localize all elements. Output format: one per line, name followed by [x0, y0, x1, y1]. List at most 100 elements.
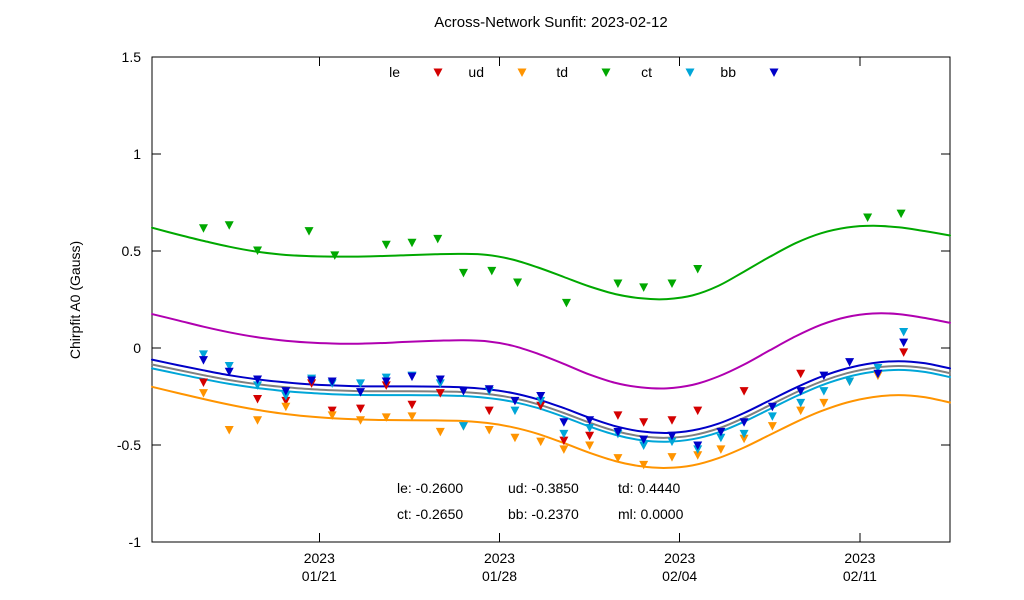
legend-marker-ud — [517, 68, 527, 77]
fit-values-annotation: le: -0.2600 ud: -0.3850 td: 0.4440 ct: -0.2… — [397, 480, 684, 522]
marker-ud — [198, 389, 208, 398]
marker-le — [559, 436, 569, 446]
marker-le — [796, 369, 806, 379]
marker-ud — [716, 445, 726, 454]
marker-ud — [224, 425, 234, 435]
marker-ct — [716, 433, 726, 443]
marker-td — [253, 246, 263, 256]
x-tick-label-year: 2023 — [484, 550, 515, 566]
marker-td — [458, 268, 468, 278]
legend-label-td: td — [556, 64, 568, 80]
marker-bb — [716, 427, 726, 437]
marker-ct — [845, 377, 855, 386]
curve-bb — [151, 358, 951, 435]
marker-ud — [667, 453, 677, 462]
y-tick-label: 1 — [133, 146, 141, 162]
marker-ct — [796, 398, 806, 408]
marker-bb — [484, 385, 494, 394]
curve-ct — [151, 367, 951, 443]
fit-value: le: -0.2600 — [397, 480, 463, 496]
y-tick-label: -0.5 — [117, 437, 141, 453]
marker-le — [484, 406, 494, 416]
marker-ud — [253, 416, 263, 425]
marker-ct — [819, 387, 829, 396]
marker-bb — [281, 387, 291, 396]
fit-value: bb: -0.2370 — [508, 506, 579, 522]
marker-ct — [873, 363, 883, 373]
marker-ct — [667, 437, 677, 447]
marker-le — [899, 348, 909, 357]
marker-bb — [407, 372, 417, 382]
marker-ct — [510, 406, 520, 416]
fit-curves — [151, 224, 951, 469]
marker-le — [356, 404, 366, 414]
marker-bb — [510, 396, 520, 406]
marker-ud — [407, 412, 417, 421]
marker-bb — [667, 431, 677, 441]
marker-ct — [639, 441, 649, 450]
legend-label-ud: ud — [468, 64, 484, 80]
x-tick-label-year: 2023 — [664, 550, 695, 566]
marker-ud — [767, 422, 777, 431]
curve-le — [151, 363, 951, 439]
marker-ud — [536, 437, 546, 447]
marker-ud — [559, 445, 569, 454]
legend-label-le: le — [389, 64, 400, 80]
marker-td — [487, 266, 497, 276]
marker-bb — [613, 427, 623, 437]
legend-marker-ct — [685, 68, 695, 77]
marker-ud — [585, 441, 595, 450]
marker-le — [693, 406, 703, 416]
curve-ml — [151, 312, 951, 390]
marker-bb — [381, 377, 391, 386]
marker-td — [896, 209, 906, 219]
data-markers — [198, 209, 909, 470]
legend: le ud td ct bb — [389, 64, 779, 80]
marker-ct — [458, 422, 468, 431]
marker-ct — [767, 412, 777, 421]
legend-marker-bb — [769, 68, 779, 77]
marker-ct — [585, 424, 595, 433]
marker-ud — [739, 434, 749, 444]
marker-le — [327, 406, 337, 416]
x-tick-label-date: 02/11 — [843, 568, 877, 584]
legend-label-bb: bb — [720, 64, 736, 80]
marker-bb — [559, 418, 569, 427]
marker-ud — [356, 416, 366, 425]
marker-bb — [536, 392, 546, 401]
marker-ud — [281, 402, 291, 412]
marker-le — [639, 418, 649, 427]
marker-td — [198, 224, 208, 233]
marker-td — [304, 227, 314, 236]
fit-value: td: 0.4440 — [618, 480, 680, 496]
x-tick-label-date: 01/21 — [302, 568, 337, 584]
y-axis-label: Chirpfit A0 (Gauss) — [67, 241, 83, 359]
marker-le — [281, 396, 291, 406]
marker-td — [561, 298, 571, 308]
marker-bb — [224, 367, 234, 377]
marker-bb — [819, 371, 829, 381]
marker-ct — [281, 392, 291, 401]
marker-ct — [739, 429, 749, 439]
marker-td — [407, 238, 417, 248]
y-tick-label: -1 — [129, 534, 142, 550]
chart-title: Across-Network Sunfit: 2023-02-12 — [434, 14, 667, 31]
marker-td — [224, 221, 234, 230]
marker-ud — [381, 413, 391, 422]
marker-bb — [327, 377, 337, 386]
x-tick-label-year: 2023 — [844, 550, 875, 566]
x-tick-label-date: 02/04 — [662, 568, 697, 584]
marker-bb — [873, 369, 883, 379]
marker-ct — [356, 379, 366, 388]
marker-ct — [253, 381, 263, 390]
marker-ud — [613, 454, 623, 463]
marker-ct — [559, 429, 569, 439]
fit-value: ml: 0.0000 — [618, 506, 684, 522]
y-tick-label: 0 — [133, 340, 141, 356]
marker-td — [330, 251, 340, 260]
marker-td — [381, 240, 391, 250]
marker-ud — [639, 460, 649, 470]
marker-bb — [307, 376, 317, 386]
plot-border — [151, 56, 951, 543]
curve-ud — [151, 385, 951, 469]
